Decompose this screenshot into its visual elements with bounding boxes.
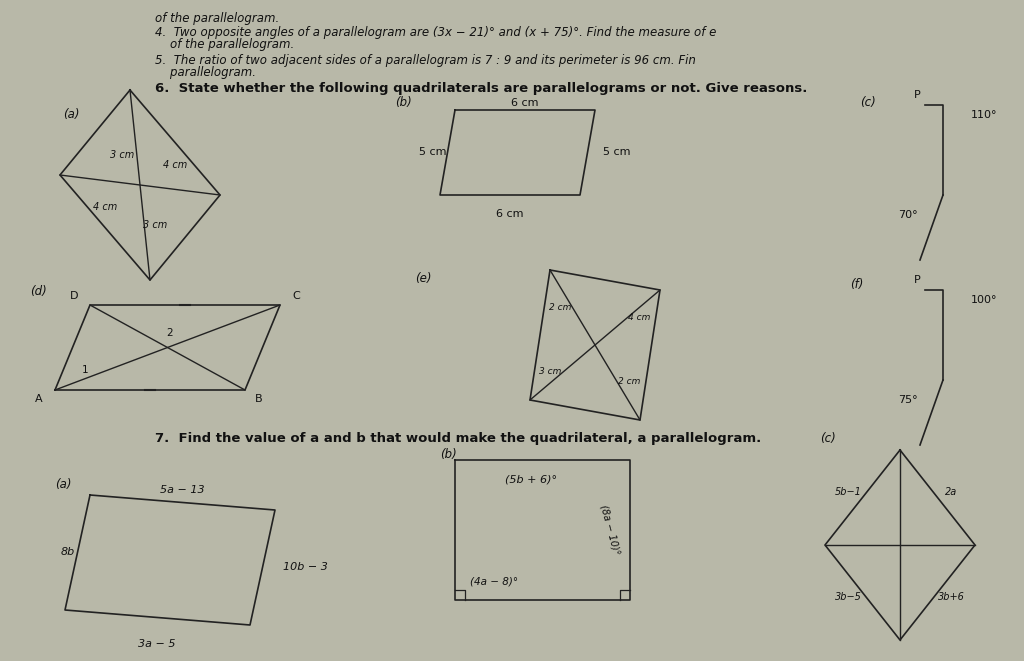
Text: 3b−5: 3b−5 [835,592,861,602]
Text: 2a: 2a [945,487,957,497]
Text: 8b: 8b [60,547,75,557]
Text: 5 cm: 5 cm [603,147,631,157]
Text: 4.  Two opposite angles of a parallelogram are (3x − 21)° and (x + 75)°. Find th: 4. Two opposite angles of a parallelogra… [155,26,717,39]
Text: (f): (f) [850,278,863,291]
Text: P: P [914,90,921,100]
Text: 6.  State whether the following quadrilaterals are parallelograms or not. Give r: 6. State whether the following quadrilat… [155,82,807,95]
Text: D: D [70,291,78,301]
Text: 5 cm: 5 cm [419,147,446,157]
Text: B: B [255,394,262,404]
Text: 70°: 70° [898,210,918,220]
Text: 110°: 110° [971,110,997,120]
Text: 3 cm: 3 cm [539,368,561,377]
Text: 75°: 75° [898,395,918,405]
Text: 6 cm: 6 cm [511,98,539,108]
Text: A: A [36,394,43,404]
Text: 3b+6: 3b+6 [938,592,965,602]
Text: 7.  Find the value of a and b that would make the quadrilateral, a parallelogram: 7. Find the value of a and b that would … [155,432,761,445]
Text: 2: 2 [167,328,173,338]
Text: (5b + 6)°: (5b + 6)° [505,474,557,484]
Text: 2 cm: 2 cm [617,377,640,387]
Text: of the parallelogram.: of the parallelogram. [155,38,294,51]
Text: parallelogram.: parallelogram. [155,66,256,79]
Text: 100°: 100° [971,295,997,305]
Text: (c): (c) [860,96,876,109]
Text: 6 cm: 6 cm [497,209,523,219]
Text: (b): (b) [440,448,457,461]
Text: 4 cm: 4 cm [93,202,117,212]
Text: P: P [914,275,921,285]
Text: 5b−1: 5b−1 [835,487,861,497]
Text: (c): (c) [820,432,836,445]
Text: 5.  The ratio of two adjacent sides of a parallelogram is 7 : 9 and its perimete: 5. The ratio of two adjacent sides of a … [155,54,696,67]
Text: (b): (b) [395,96,412,109]
Text: 3a − 5: 3a − 5 [138,639,176,649]
Text: C: C [292,291,300,301]
Text: 10b − 3: 10b − 3 [283,562,328,572]
Text: of the parallelogram.: of the parallelogram. [155,12,280,25]
Text: 3 cm: 3 cm [110,150,134,160]
Text: (d): (d) [30,285,47,298]
Text: 4 cm: 4 cm [163,160,187,170]
Text: (a): (a) [55,478,72,491]
Text: (8a − 10)°: (8a − 10)° [598,504,622,556]
Text: 3 cm: 3 cm [143,220,167,230]
Text: 4 cm: 4 cm [628,313,650,321]
Text: (4a − 8)°: (4a − 8)° [470,576,518,586]
Text: (a): (a) [63,108,80,121]
Text: 2 cm: 2 cm [549,303,571,311]
Text: 1: 1 [82,365,88,375]
Text: (e): (e) [415,272,431,285]
Text: 5a − 13: 5a − 13 [160,485,205,495]
